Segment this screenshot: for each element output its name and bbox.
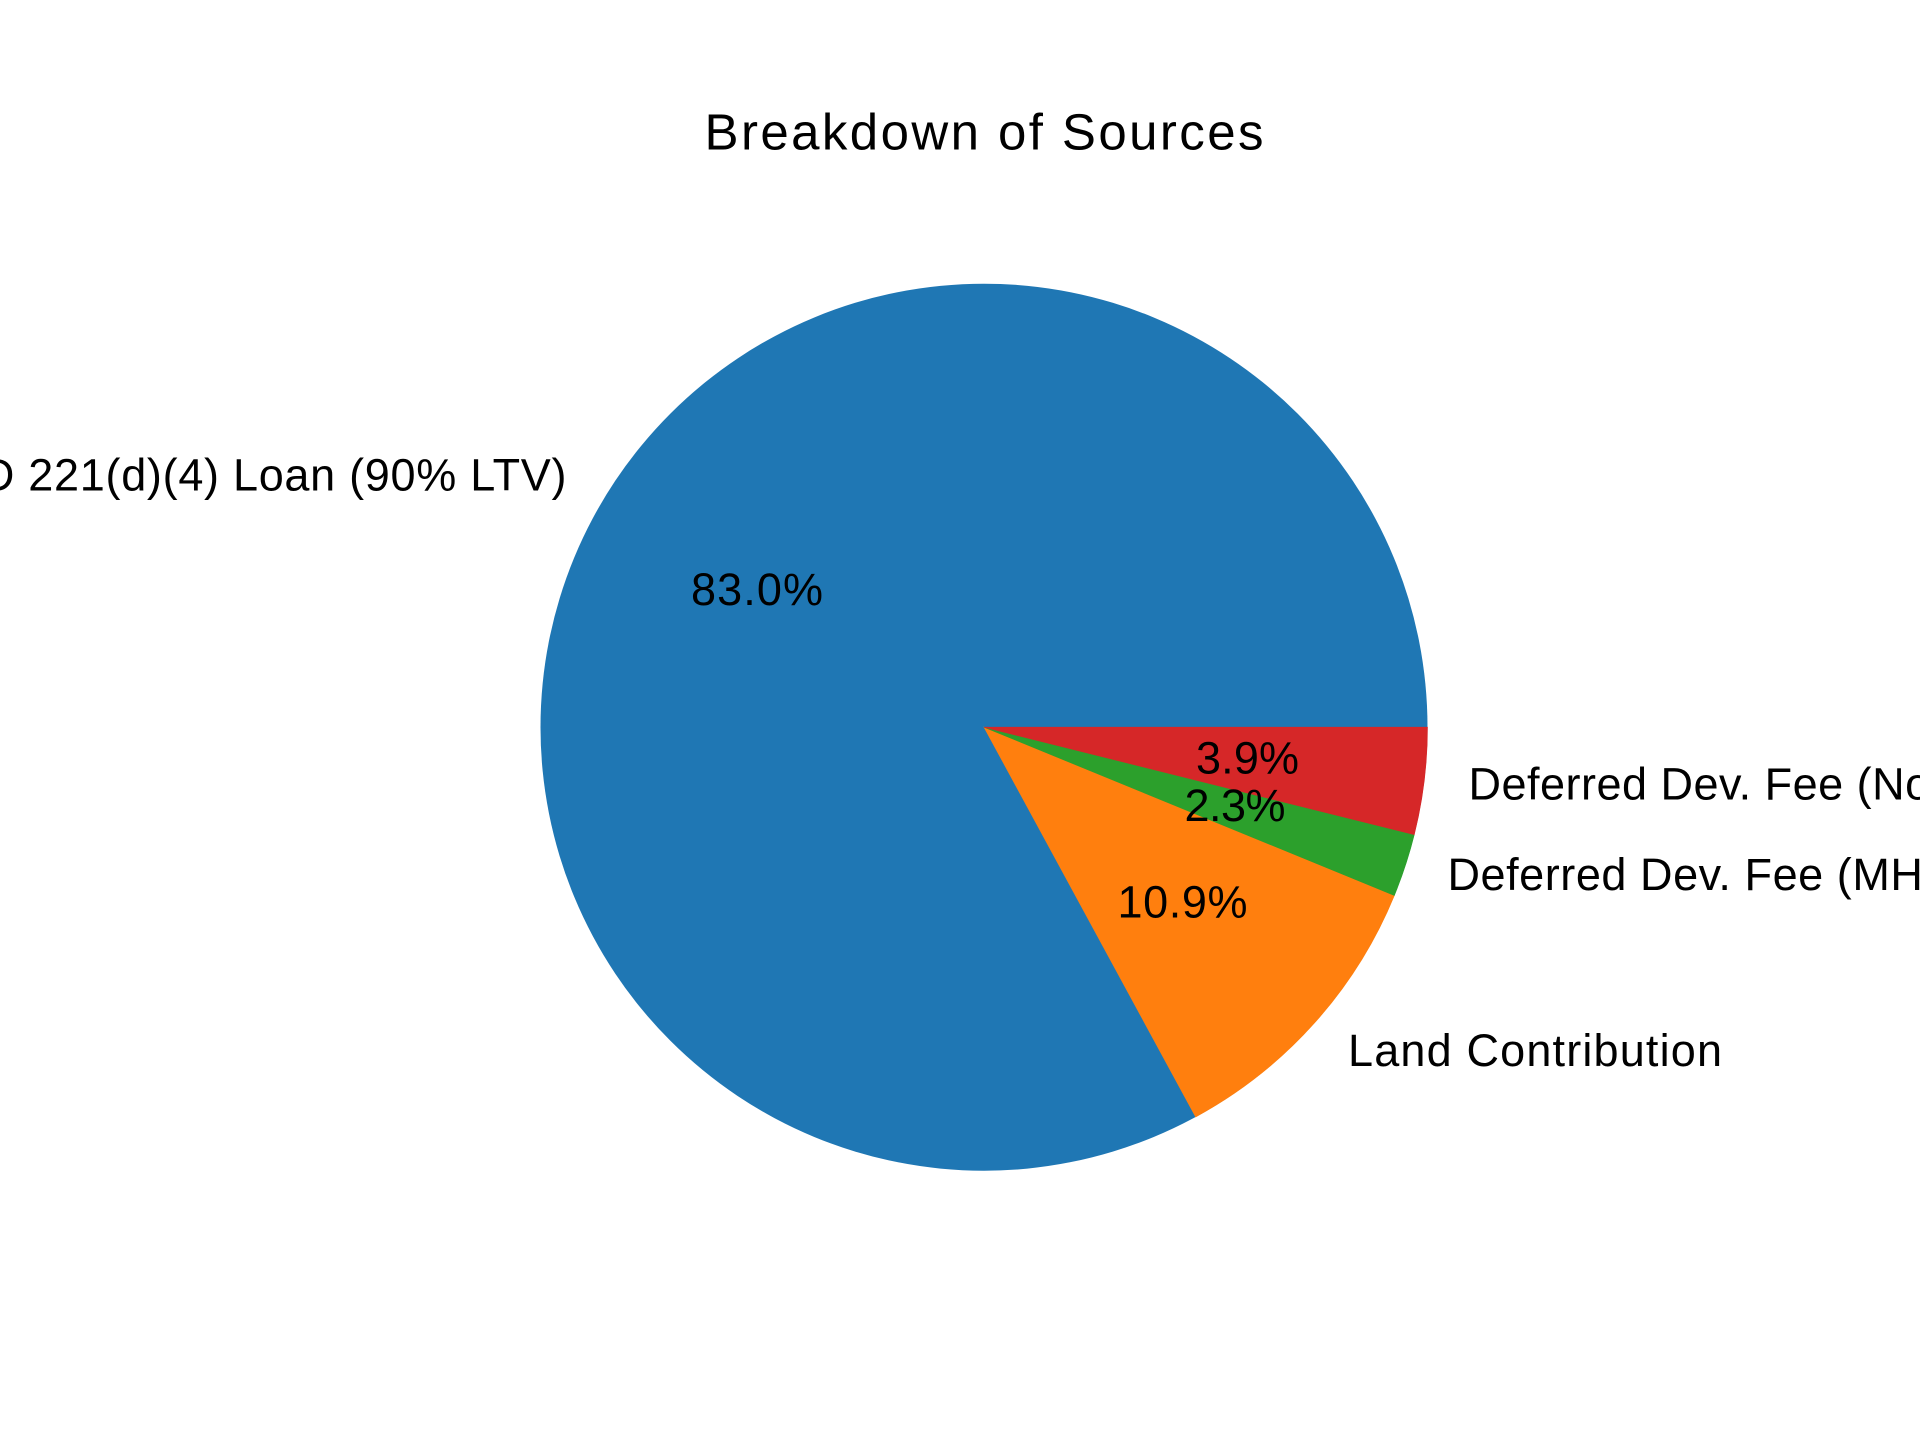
svg-text:Deferred Dev. Fee (Non-MHDC): Deferred Dev. Fee (Non-MHDC) bbox=[1469, 759, 1920, 810]
svg-text:10.9%: 10.9% bbox=[1118, 877, 1248, 928]
svg-text:3.9%: 3.9% bbox=[1196, 733, 1299, 784]
svg-text:Breakdown of Sources: Breakdown of Sources bbox=[705, 104, 1264, 161]
svg-text:2.3%: 2.3% bbox=[1185, 780, 1286, 831]
svg-text:HUD 221(d)(4) Loan (90% LTV): HUD 221(d)(4) Loan (90% LTV) bbox=[0, 450, 567, 501]
svg-text:83.0%: 83.0% bbox=[691, 564, 823, 615]
svg-text:Land Contribution: Land Contribution bbox=[1348, 1025, 1722, 1076]
svg-text:Deferred Dev. Fee (MHDC): Deferred Dev. Fee (MHDC) bbox=[1448, 849, 1920, 900]
